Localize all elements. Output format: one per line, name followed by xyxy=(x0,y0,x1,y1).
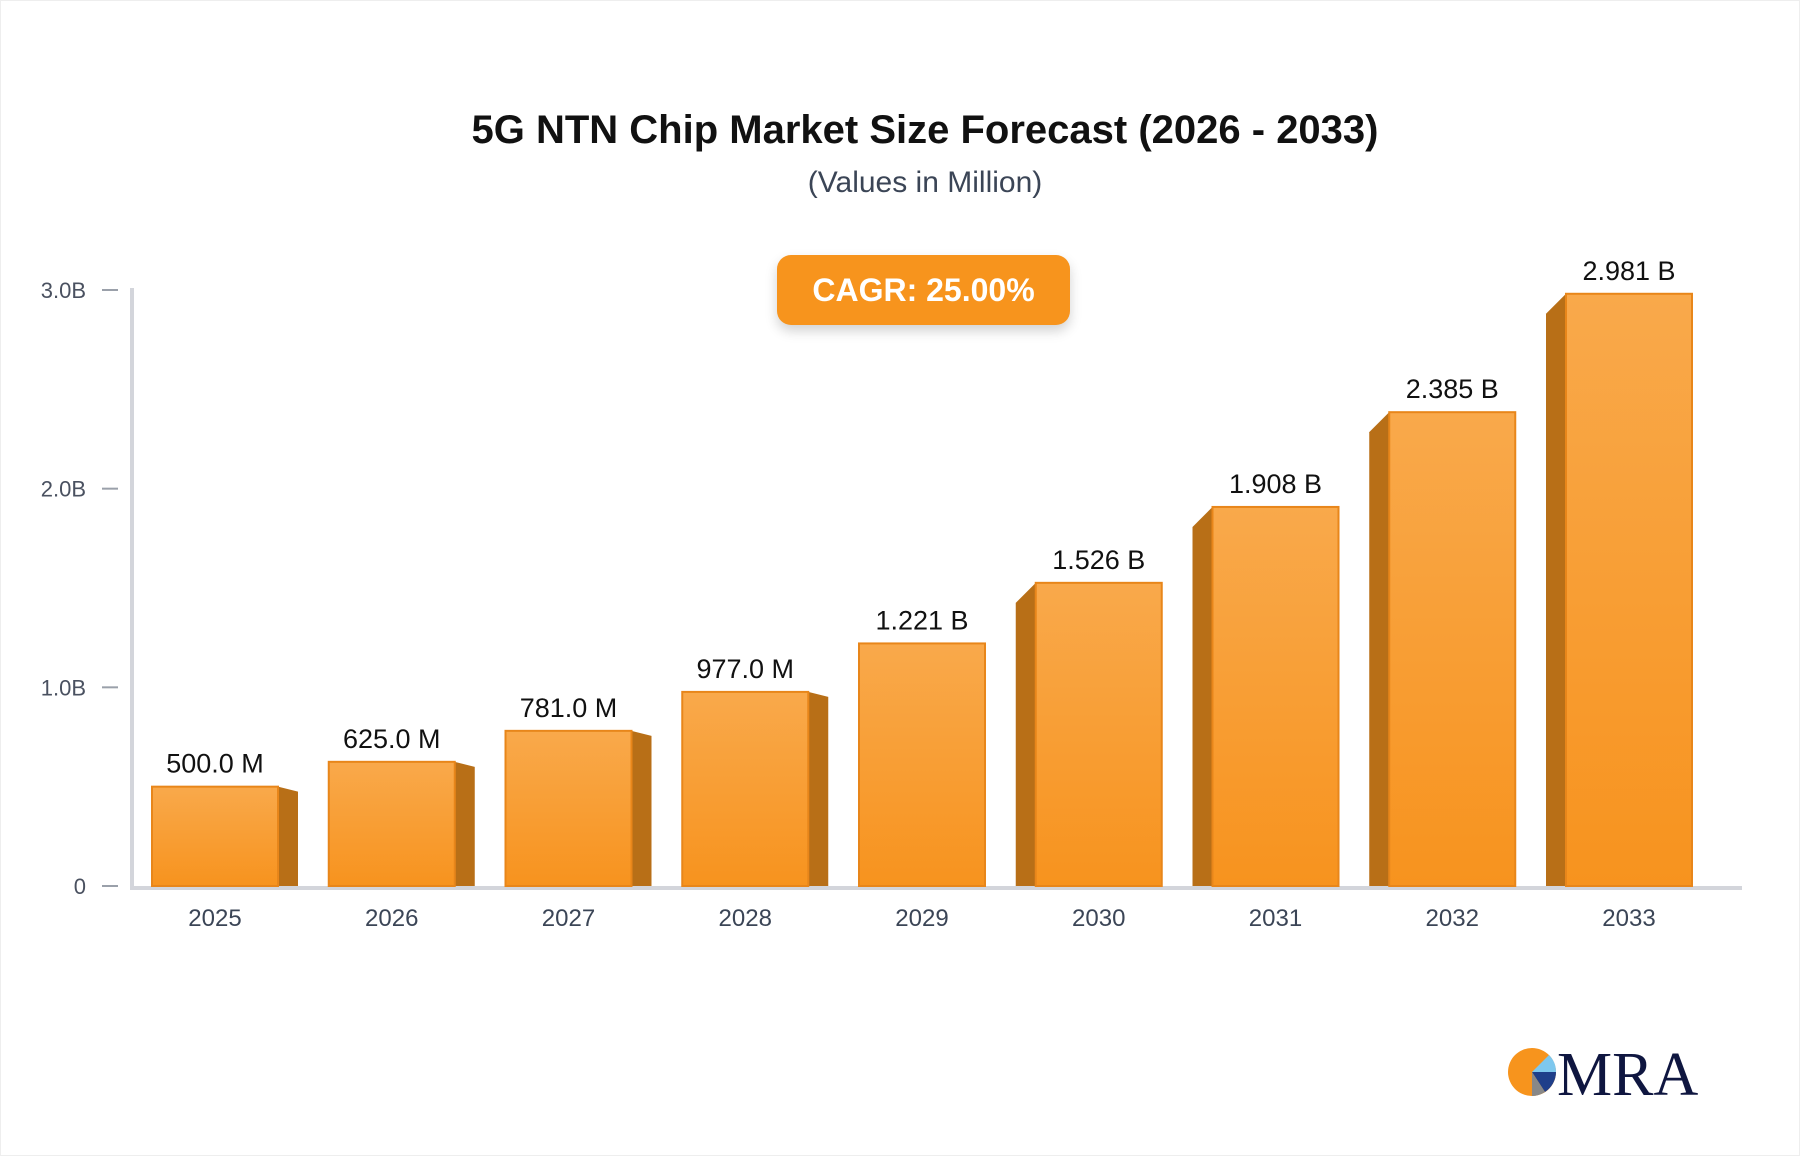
data-label: 1.526 B xyxy=(1052,545,1145,575)
y-tick-label: 0 xyxy=(74,874,86,899)
bar-side xyxy=(454,761,475,886)
bar xyxy=(1565,292,1693,887)
x-tick-label: 2026 xyxy=(365,905,418,932)
bar xyxy=(1211,505,1340,887)
y-tick-label: 2.0B xyxy=(41,477,86,502)
x-tick-label: 2029 xyxy=(895,905,948,932)
bar-side xyxy=(1546,293,1566,886)
bar xyxy=(1034,581,1163,887)
data-label: 977.0 M xyxy=(696,654,794,684)
bar xyxy=(327,760,456,887)
bar xyxy=(151,785,279,888)
data-label: 1.221 B xyxy=(875,605,968,635)
data-label: 2.385 B xyxy=(1406,374,1499,404)
x-tick-label: 2033 xyxy=(1602,905,1655,932)
bar-side xyxy=(278,786,298,886)
bar-side xyxy=(808,691,829,886)
chart-title: 5G NTN Chip Market Size Forecast (2026 -… xyxy=(471,108,1379,152)
x-tick-label: 2028 xyxy=(719,905,772,932)
data-label: 781.0 M xyxy=(520,693,618,723)
bar-side xyxy=(631,730,652,886)
data-label: 625.0 M xyxy=(343,724,441,754)
bar-side xyxy=(1192,506,1213,886)
x-tick-label: 2032 xyxy=(1426,905,1479,932)
x-tick-label: 2027 xyxy=(542,905,595,932)
bar xyxy=(504,729,633,887)
bar xyxy=(1388,411,1517,887)
chart-subtitle: (Values in Million) xyxy=(807,166,1043,199)
mra-logo: MRA xyxy=(1508,1041,1698,1109)
cagr-badge: CAGR: 25.00% xyxy=(777,255,1070,325)
y-tick-label: 3.0B xyxy=(41,278,86,303)
y-tick-label: 1.0B xyxy=(41,675,86,700)
bar-side xyxy=(1015,582,1036,886)
data-label: 500.0 M xyxy=(166,749,264,779)
bar xyxy=(681,690,810,887)
x-tick-label: 2030 xyxy=(1072,905,1125,932)
x-tick-label: 2025 xyxy=(188,905,241,932)
data-label: 2.981 B xyxy=(1582,256,1675,286)
bar xyxy=(858,642,986,887)
data-label: 1.908 B xyxy=(1229,469,1322,499)
x-tick-label: 2031 xyxy=(1249,905,1302,932)
bar-side xyxy=(1369,412,1390,886)
logo-text: MRA xyxy=(1557,1041,1698,1109)
